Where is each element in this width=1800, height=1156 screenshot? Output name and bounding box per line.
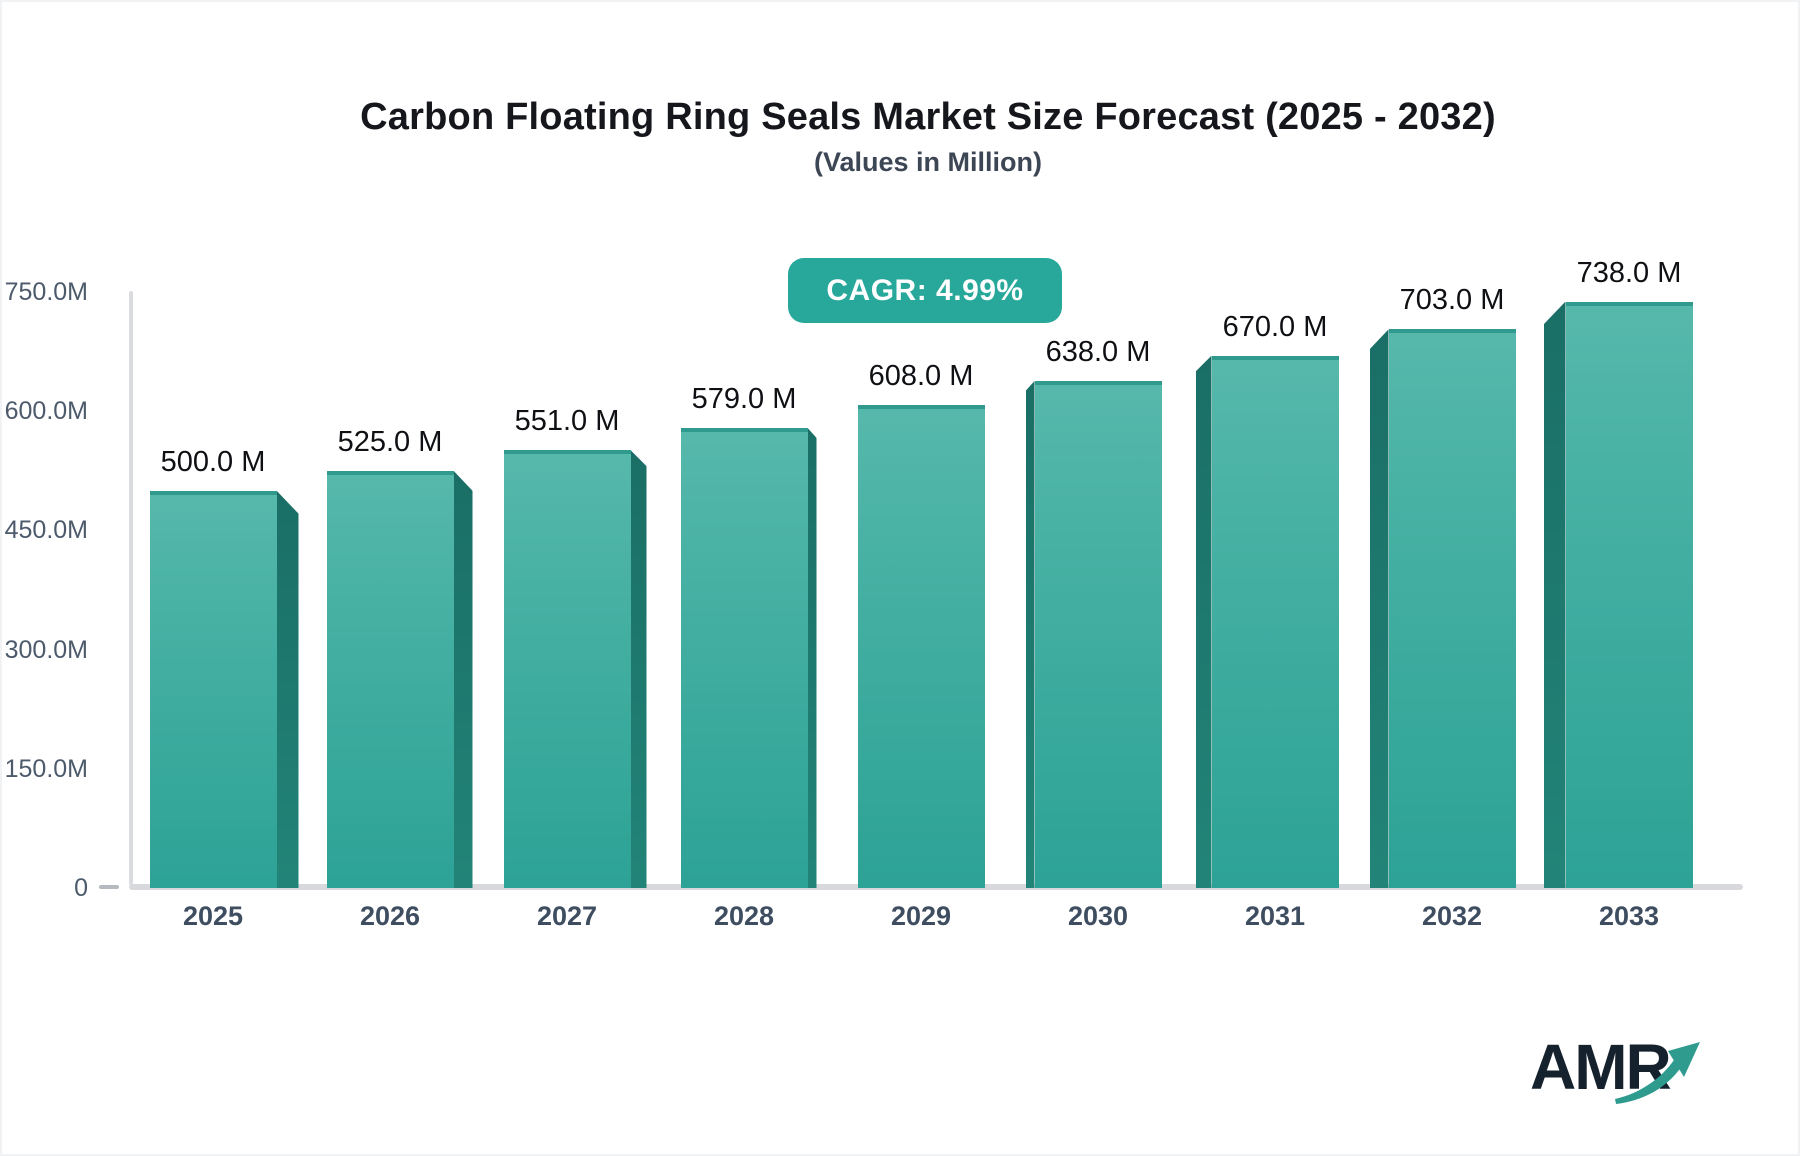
bar-face (326, 470, 454, 888)
bar-face (680, 427, 808, 888)
bar-value-label: 703.0 M (1399, 284, 1505, 317)
bar-value-label: 638.0 M (1045, 336, 1151, 368)
bar-face (503, 450, 631, 888)
y-tick-label: 600.0M (4, 397, 88, 426)
bar-face (149, 490, 277, 888)
x-tick-label: 2032 (1421, 901, 1483, 931)
x-tick-label: 2030 (1067, 901, 1129, 931)
bar-side-panel (1543, 301, 1566, 888)
y-axis-line (129, 291, 133, 885)
bar-value-label: 608.0 M (868, 359, 974, 392)
growth-arrow-icon (1615, 1042, 1700, 1104)
bar-value-label: 500.0 M (160, 445, 266, 478)
bar-face (1388, 329, 1516, 888)
bar-side-panel (276, 490, 299, 888)
bar-face (1565, 301, 1693, 888)
amr-logo: AMR (1530, 1030, 1730, 1120)
bar-side-panel (1025, 381, 1035, 888)
x-tick-label: 2025 (182, 901, 244, 931)
x-tick-label: 2033 (1598, 901, 1660, 931)
bar-side-panel (1369, 329, 1389, 888)
bar-face (1034, 381, 1162, 888)
x-tick-label: 2026 (359, 901, 421, 931)
y-tick-label: 450.0M (4, 516, 88, 545)
bar-face (1211, 355, 1339, 888)
y-tick-label: 0 (74, 874, 88, 902)
y-tick-label: 150.0M (4, 754, 88, 783)
y-tick-label: 300.0M (4, 635, 88, 664)
zero-tick-mark (99, 885, 119, 889)
bar-value-label: 551.0 M (514, 405, 620, 438)
x-tick-label: 2031 (1244, 901, 1306, 931)
bar-face (857, 404, 985, 888)
x-tick-label: 2029 (890, 901, 952, 931)
bar-side-panel (453, 470, 473, 888)
bar-value-label: 670.0 M (1222, 310, 1328, 343)
x-tick-label: 2028 (713, 901, 775, 931)
cagr-badge: CAGR: 4.99% (788, 258, 1062, 323)
bar-value-label: 579.0 M (691, 382, 797, 415)
bar-value-label: 525.0 M (337, 425, 443, 458)
bar-side-panel (1195, 355, 1212, 888)
bar-value-label: 738.0 M (1576, 256, 1682, 289)
bar-side-panel (630, 450, 647, 888)
x-tick-label: 2027 (536, 901, 598, 931)
bar-side-panel (807, 427, 817, 888)
y-tick-label: 750.0M (4, 278, 88, 306)
